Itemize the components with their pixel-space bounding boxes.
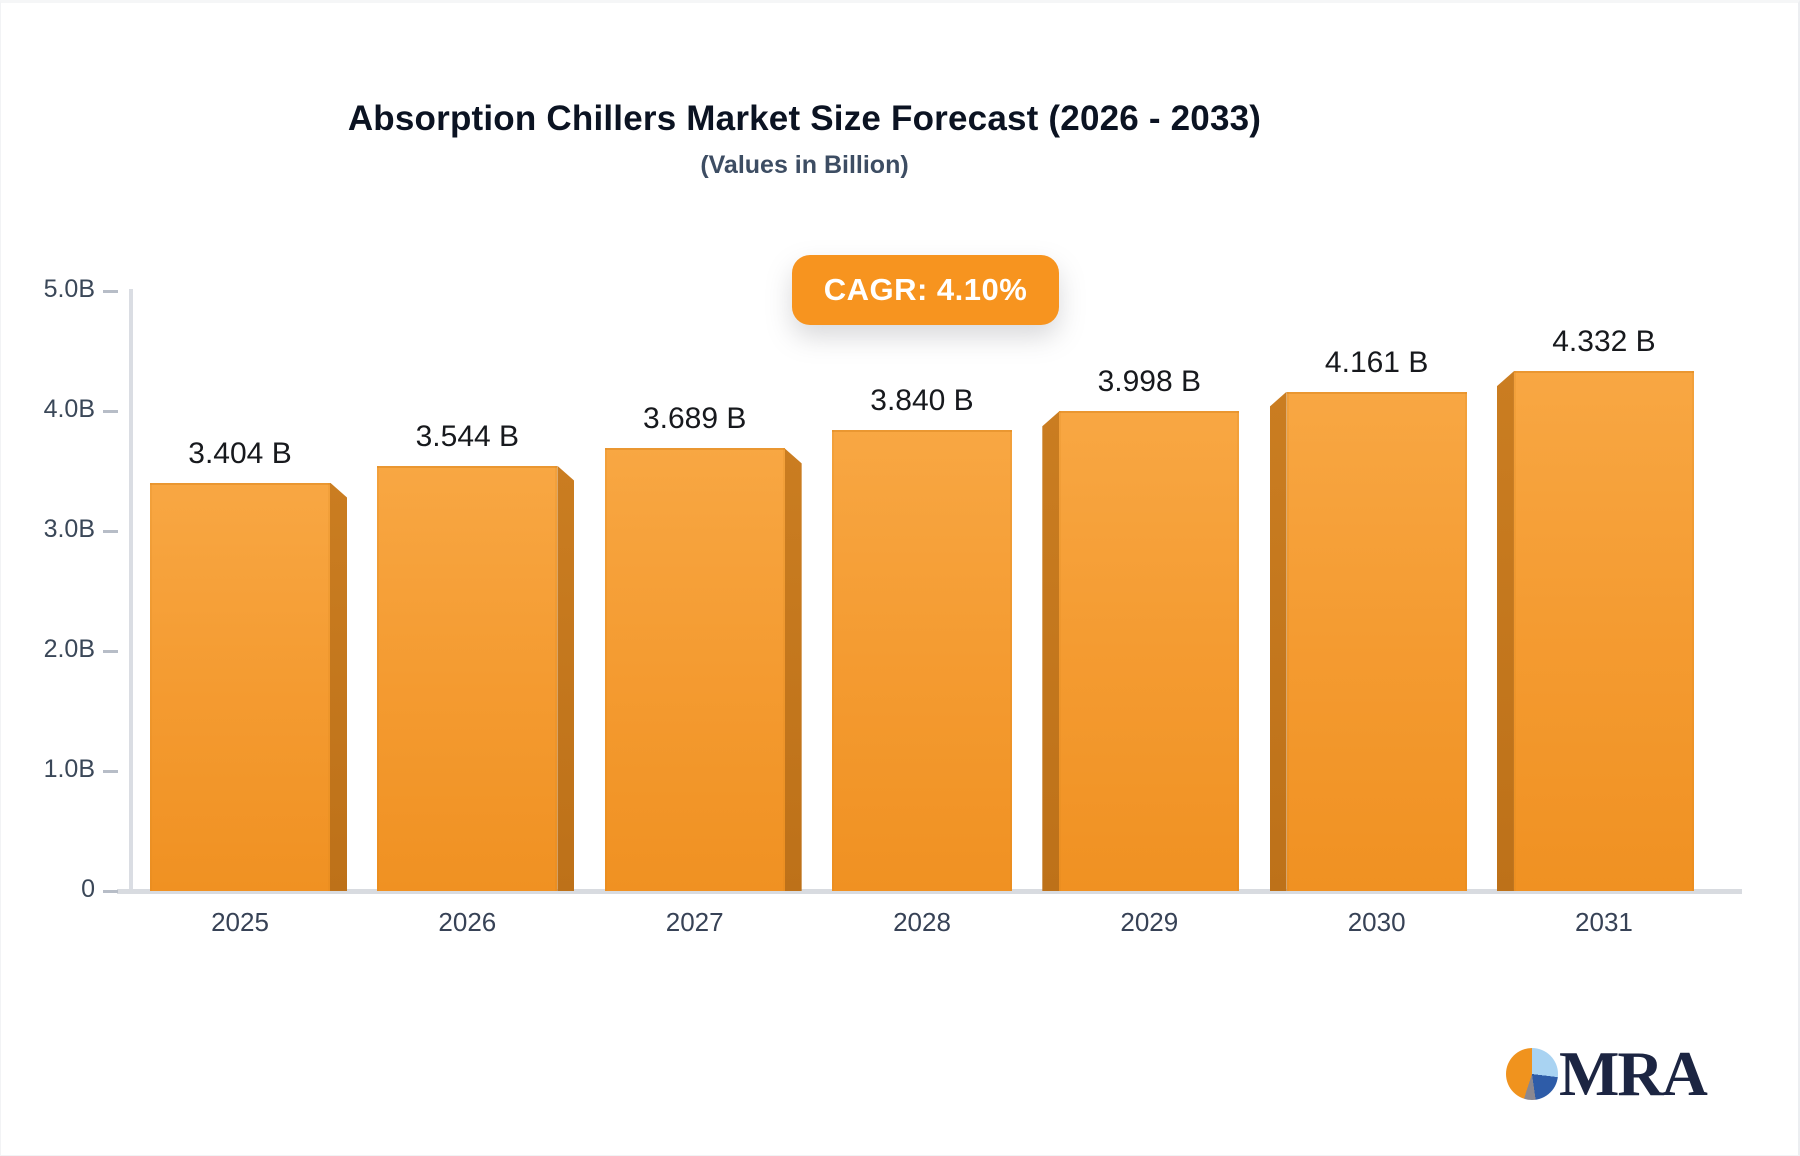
- y-tick-mark: [103, 530, 118, 533]
- y-axis-line: [129, 289, 133, 893]
- cagr-badge: CAGR: 4.10%: [792, 255, 1059, 325]
- x-axis-label-2026: 2026: [438, 907, 497, 937]
- bar-side-face-2027: [784, 448, 802, 891]
- cagr-badge-label: CAGR: 4.10%: [823, 272, 1028, 307]
- y-tick-mark: [103, 290, 118, 293]
- x-axis-label-2028: 2028: [893, 907, 951, 937]
- x-axis-baseline: [117, 889, 1742, 894]
- bar-value-label: 3.840 B: [870, 384, 974, 418]
- x-axis-label-2029: 2029: [1120, 907, 1179, 937]
- x-axis-label-2027: 2027: [665, 907, 724, 937]
- brand-logo-text: MRA: [1559, 1038, 1708, 1109]
- y-tick-label: 2.0B: [43, 635, 95, 663]
- y-tick-mark: [103, 650, 118, 653]
- bar-side-face-2026: [557, 465, 575, 891]
- bar-2025: [150, 482, 330, 891]
- bar-side-face-2029: [1042, 411, 1060, 891]
- bar-2028: [831, 430, 1012, 891]
- bar-chart-plot-area: 5.0B 4.0B 3.0B 2.0B 1.0B 0 3.404 B 2025 3.544 B 2…: [1, 3, 1798, 1155]
- y-tick-mark: [103, 410, 118, 413]
- bar-2030: [1286, 391, 1467, 891]
- bar-2029: [1059, 411, 1240, 891]
- y-tick-mark: [103, 770, 118, 773]
- brand-logo: MRA: [1506, 1038, 1708, 1109]
- pie-chart-logo-icon: [1506, 1048, 1558, 1100]
- x-axis-label-2025: 2025: [211, 907, 269, 937]
- bar-value-label: 3.998 B: [1097, 365, 1202, 399]
- bar-side-face-2025: [330, 482, 347, 891]
- bar-value-label: 3.404 B: [188, 436, 292, 470]
- bar-2031: [1513, 371, 1694, 891]
- bar-value-label: 3.689 B: [642, 402, 747, 436]
- bar-value-label: 4.332 B: [1552, 325, 1656, 359]
- bar-side-face-2030: [1269, 391, 1287, 891]
- y-tick-label: 4.0B: [43, 395, 95, 423]
- bar-2026: [377, 465, 558, 891]
- page-title: Absorption Chillers Market Size Forecast…: [347, 99, 1262, 138]
- chart-subtitle: (Values in Billion): [700, 151, 909, 179]
- y-tick-label: 3.0B: [43, 515, 95, 543]
- bar-2027: [604, 448, 785, 891]
- y-tick-label: 5.0B: [43, 275, 95, 303]
- y-tick-label: 1.0B: [43, 755, 95, 783]
- bar-side-face-2031: [1496, 371, 1514, 891]
- y-tick-mark: [103, 890, 118, 893]
- y-tick-label: 0: [81, 875, 95, 903]
- bar-value-label: 4.161 B: [1324, 345, 1429, 379]
- x-axis-label-2031: 2031: [1575, 907, 1633, 937]
- bar-value-label: 3.544 B: [415, 419, 520, 453]
- x-axis-label-2030: 2030: [1347, 907, 1406, 937]
